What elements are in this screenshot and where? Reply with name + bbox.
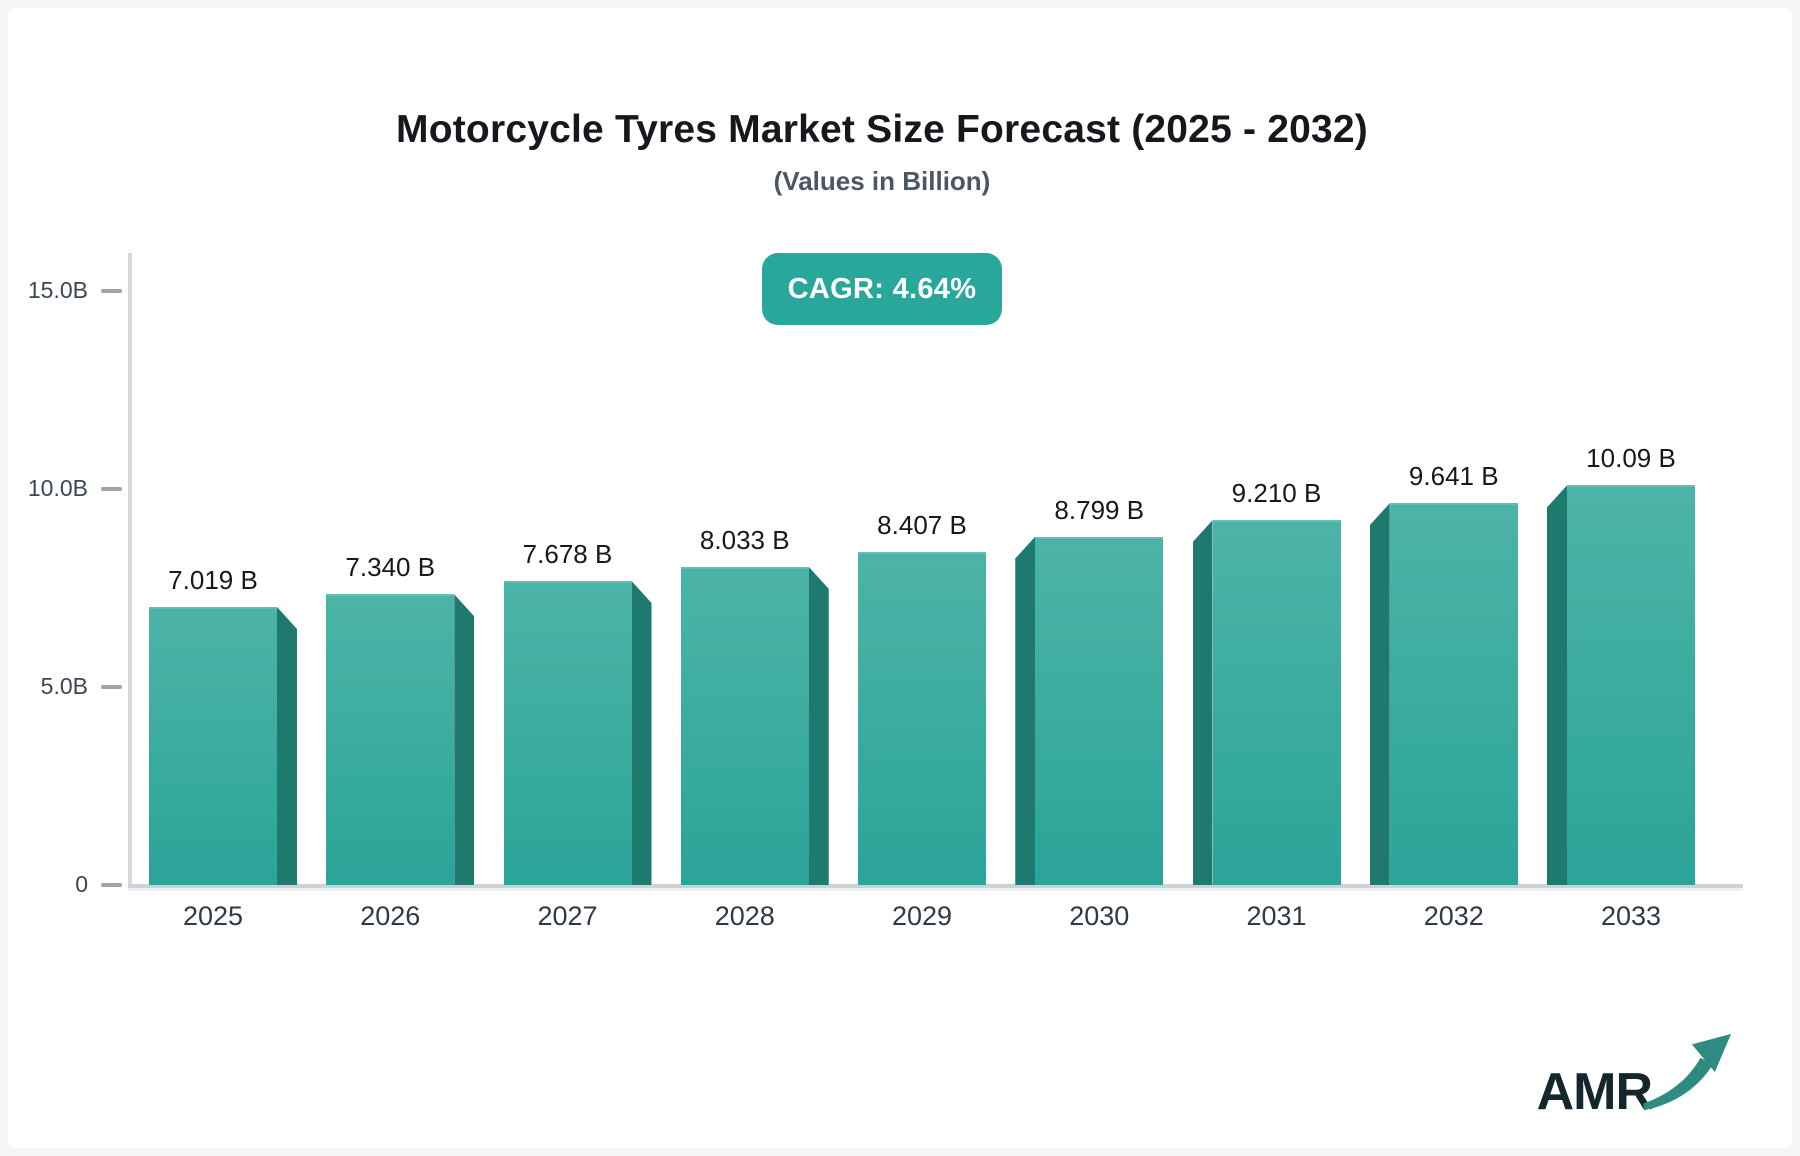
x-axis-label: 2027 [537, 901, 598, 931]
x-axis-line [128, 884, 1743, 888]
bar-value-label: 7.340 B [345, 552, 436, 583]
y-axis-tick-dash [101, 883, 122, 887]
bar-3d-side [1015, 536, 1036, 885]
bar-value-label: 10.09 B [1586, 443, 1676, 474]
bar-2027[interactable] [503, 580, 632, 885]
y-axis-tick-dash [101, 487, 122, 491]
bar-2032[interactable] [1389, 503, 1518, 885]
x-axis-label: 2028 [714, 901, 775, 931]
bar-2031[interactable] [1212, 520, 1341, 885]
bar-3d-side [808, 566, 829, 885]
amr-logo-text: AMR [1536, 1063, 1653, 1121]
bar-3d-side [277, 607, 297, 885]
bar-value-label: 9.641 B [1408, 461, 1499, 492]
x-axis-label: 2033 [1600, 901, 1662, 931]
bar-2025[interactable] [149, 607, 277, 885]
y-axis-line [128, 253, 132, 888]
x-axis-label: 2032 [1423, 901, 1484, 931]
x-axis-label: 2025 [182, 901, 244, 931]
bar-3d-side [631, 580, 652, 885]
bar-value-label: 9.210 B [1231, 478, 1322, 509]
bar-3d-side [454, 594, 475, 885]
y-axis-tick-label: 15.0B [27, 277, 88, 303]
bar-value-label: 8.033 B [699, 524, 790, 555]
y-axis-tick-label: 5.0B [40, 673, 88, 699]
x-axis-label: 2030 [1069, 901, 1130, 931]
bar-2033[interactable] [1567, 485, 1695, 885]
y-axis-tick-label: 10.0B [27, 475, 88, 501]
y-axis-tick-label: 0 [75, 871, 88, 897]
y-axis-tick-dash [101, 685, 122, 689]
chart-title: Motorcycle Tyres Market Size Forecast (2… [396, 108, 1368, 151]
bar-3d-side [1369, 503, 1390, 885]
amr-logo: AMR [1537, 1030, 1738, 1118]
bar-3d-side [1192, 520, 1213, 885]
bar-2026[interactable] [326, 594, 455, 885]
y-axis-tick-dash [101, 289, 122, 293]
trend-up-arrow-icon [1643, 1033, 1732, 1111]
x-axis-label: 2029 [891, 901, 953, 931]
bar-value-label: 7.019 B [168, 565, 258, 596]
bar-2030[interactable] [1035, 536, 1164, 885]
chart-subtitle: (Values in Billion) [773, 166, 991, 196]
bar-3d-side [1547, 485, 1567, 885]
bar-2029[interactable] [858, 552, 986, 885]
bar-value-label: 7.678 B [522, 538, 613, 569]
bar-value-label: 8.407 B [877, 510, 967, 541]
bar-value-label: 8.799 B [1054, 494, 1145, 525]
cagr-badge: CAGR: 4.64% [762, 253, 1002, 325]
bar-2028[interactable] [680, 566, 809, 885]
x-axis-label: 2026 [360, 901, 421, 931]
x-axis-label: 2031 [1246, 901, 1307, 931]
